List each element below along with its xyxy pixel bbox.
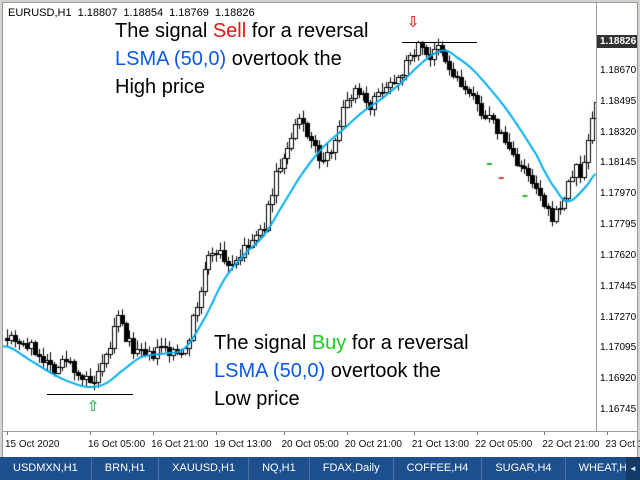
price-axis-label: 1.16745 bbox=[600, 403, 637, 415]
time-axis-tick bbox=[153, 432, 155, 435]
time-axis-tick bbox=[477, 432, 479, 435]
sell-arrow-icon: ⇩ bbox=[406, 13, 420, 32]
price-axis-label: 1.17095 bbox=[600, 342, 637, 354]
buy-note-line2: LSMA (50,0) overtook the bbox=[214, 360, 441, 382]
time-axis-label: 20 Oct 21:00 bbox=[344, 439, 402, 450]
price-axis-label: 1.18495 bbox=[600, 95, 637, 107]
ohlc-info: EURUSD,H1 1.18807 1.18854 1.18769 1.18826 bbox=[8, 7, 261, 19]
price-axis-label: 1.17795 bbox=[600, 219, 637, 231]
time-axis-tick bbox=[89, 432, 91, 435]
time-axis-tick bbox=[7, 432, 8, 435]
price-axis-label: 1.18320 bbox=[600, 126, 637, 138]
chart-region: EURUSD,H1 1.18807 1.18854 1.18769 1.18826 Th… bbox=[2, 2, 640, 457]
price-axis-label: 1.18670 bbox=[600, 64, 637, 76]
tab-scroll-button[interactable]: ◄ bbox=[626, 457, 640, 480]
low-level-line bbox=[46, 394, 134, 395]
close-price: 1.18826 bbox=[214, 7, 255, 19]
buy-note-line1: The signal Buy for a reversal bbox=[214, 332, 469, 354]
time-axis-label: 19 Oct 13:00 bbox=[214, 439, 272, 450]
buy-word: Buy bbox=[311, 332, 347, 354]
high-level-line bbox=[402, 41, 478, 43]
time-axis-tick bbox=[216, 432, 218, 435]
symbol-tab[interactable]: BRN,H1 bbox=[92, 457, 160, 480]
time-axis-label: 22 Oct 21:00 bbox=[542, 439, 600, 450]
price-axis-label: 1.18145 bbox=[600, 157, 637, 169]
sell-word: Sell bbox=[212, 20, 247, 42]
symbol-tab[interactable]: USDMXN,H1 bbox=[0, 457, 92, 480]
lsma-word: LSMA (50,0) bbox=[115, 48, 227, 70]
price-axis-label: 1.17270 bbox=[600, 311, 637, 323]
time-axis-tick bbox=[346, 432, 348, 435]
time-axis-tick bbox=[283, 432, 285, 435]
symbol-tab[interactable]: WHEAT,H4 bbox=[566, 457, 640, 480]
price-axis[interactable]: 1.18826 1.18670 1.18495 1.18320 1.18145 1.17… bbox=[596, 3, 637, 431]
sell-signal-note: The signal Sell for a reversal LSMA (50,… bbox=[115, 17, 368, 101]
time-axis-tick bbox=[607, 432, 609, 435]
time-axis-label: 20 Oct 05:00 bbox=[281, 439, 339, 450]
buy-arrow-icon: ⇧ bbox=[86, 397, 100, 416]
price-axis-label: 1.17970 bbox=[600, 188, 637, 200]
symbol-tab[interactable]: SUGAR,H4 bbox=[482, 457, 566, 480]
buy-signal-note: The signal Buy for a reversal LSMA (50,0… bbox=[214, 329, 469, 413]
symbol-tab[interactable]: XAUUSD,H1 bbox=[159, 457, 250, 480]
time-axis-tick bbox=[413, 432, 415, 435]
price-chart-canvas[interactable] bbox=[3, 3, 596, 431]
time-axis-tick bbox=[544, 432, 546, 435]
time-axis-label: 23 Oct 13:00 bbox=[605, 439, 640, 450]
sell-note-line3: High price bbox=[115, 76, 206, 98]
time-axis-label: 22 Oct 05:00 bbox=[475, 439, 533, 450]
low-price: 1.18769 bbox=[169, 7, 209, 19]
price-axis-label: 1.16920 bbox=[600, 373, 637, 385]
current-price-badge: 1.18826 bbox=[597, 35, 637, 49]
symbol-tab-bar: USDMXN,H1 BRN,H1 XAUUSD,H1 NQ,H1 FDAX,Daily C… bbox=[0, 457, 640, 480]
symbol-tab[interactable]: FDAX,Daily bbox=[310, 457, 394, 480]
sell-note-line2: LSMA (50,0) overtook the bbox=[115, 48, 342, 70]
time-axis-label: 16 Oct 05:00 bbox=[87, 439, 146, 450]
price-axis-label: 1.17445 bbox=[600, 280, 637, 292]
price-axis-label: 1.17620 bbox=[600, 249, 637, 261]
open-price: 1.18807 bbox=[77, 7, 118, 19]
symbol-timeframe-label: EURUSD,H1 bbox=[8, 7, 72, 19]
lsma-word: LSMA (50,0) bbox=[214, 360, 326, 382]
time-axis-label: 15 Oct 2020 bbox=[5, 439, 60, 450]
time-axis-label: 21 Oct 13:00 bbox=[411, 439, 470, 450]
symbol-tab[interactable]: NQ,H1 bbox=[249, 457, 310, 480]
time-axis[interactable]: 15 Oct 2020 16 Oct 05:00 16 Oct 21:00 19 Oc… bbox=[3, 431, 640, 457]
time-axis-label: 16 Oct 21:00 bbox=[151, 439, 209, 450]
buy-note-line3: Low price bbox=[214, 388, 300, 410]
sell-note-line1: The signal Sell for a reversal bbox=[115, 20, 369, 42]
symbol-tab[interactable]: COFFEE,H4 bbox=[394, 457, 483, 480]
high-price: 1.18854 bbox=[123, 7, 164, 19]
